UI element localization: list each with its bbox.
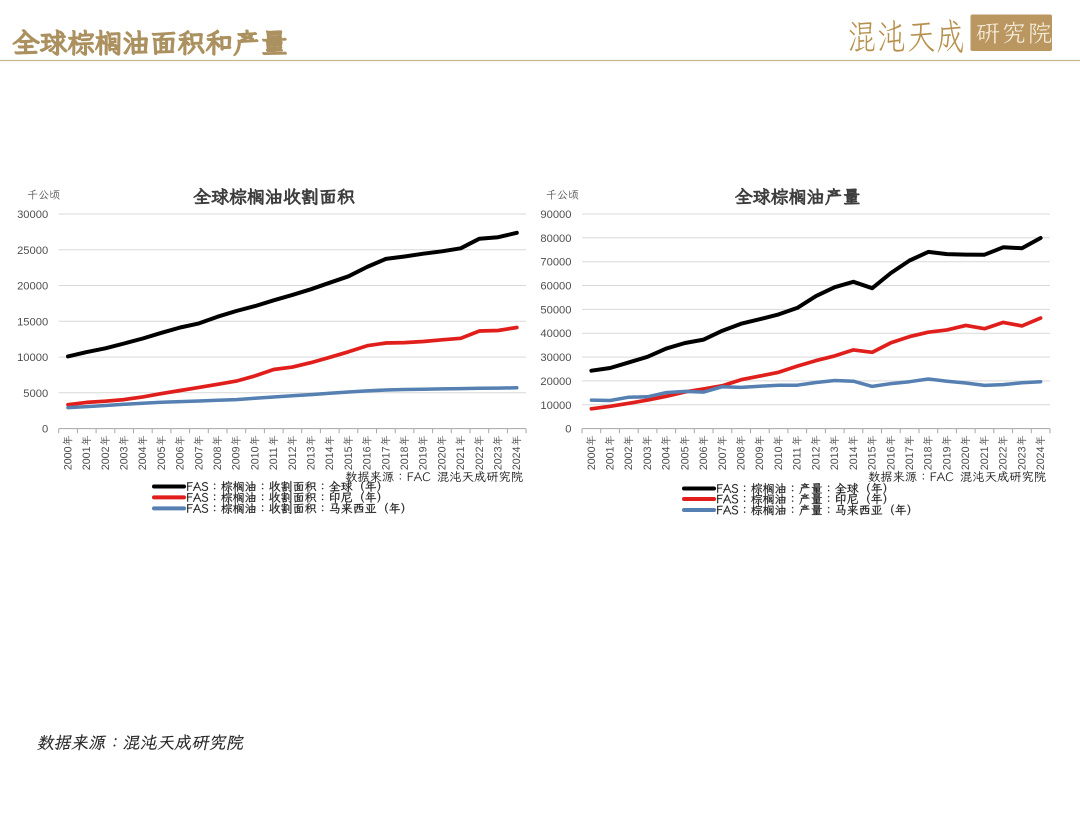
svg-text:2008: 2008 xyxy=(736,446,748,470)
svg-text:2013: 2013 xyxy=(306,446,318,470)
svg-text:2010: 2010 xyxy=(773,446,785,470)
svg-text:50000: 50000 xyxy=(540,304,571,316)
svg-text:80000: 80000 xyxy=(540,233,571,245)
svg-text:20000: 20000 xyxy=(540,376,571,388)
svg-text:0: 0 xyxy=(565,424,571,436)
svg-text:2005: 2005 xyxy=(679,446,691,470)
svg-text:2007: 2007 xyxy=(717,446,729,470)
svg-text:20000: 20000 xyxy=(17,281,48,293)
svg-text:25000: 25000 xyxy=(17,245,48,257)
svg-text:2020: 2020 xyxy=(436,446,448,470)
svg-text:70000: 70000 xyxy=(540,257,571,269)
svg-text:2012: 2012 xyxy=(287,446,299,470)
svg-text:2007: 2007 xyxy=(193,446,205,470)
svg-text:2005: 2005 xyxy=(156,446,168,470)
svg-text:2018: 2018 xyxy=(399,446,411,470)
svg-text:40000: 40000 xyxy=(540,328,571,340)
svg-text:2008: 2008 xyxy=(212,446,224,470)
svg-text:2015: 2015 xyxy=(867,446,879,470)
svg-text:2011: 2011 xyxy=(792,447,804,470)
svg-text:0: 0 xyxy=(42,424,48,436)
svg-text:2003: 2003 xyxy=(642,446,654,470)
svg-text:2018: 2018 xyxy=(923,446,935,470)
svg-text:5000: 5000 xyxy=(23,388,48,400)
svg-text:10000: 10000 xyxy=(540,400,571,412)
svg-text:2001: 2001 xyxy=(605,446,617,470)
svg-text:2000: 2000 xyxy=(586,446,598,470)
svg-text:2022: 2022 xyxy=(998,446,1010,470)
svg-text:90000: 90000 xyxy=(540,209,571,221)
svg-text:2006: 2006 xyxy=(175,446,187,470)
svg-text:15000: 15000 xyxy=(17,316,48,328)
svg-text:2023: 2023 xyxy=(493,446,505,470)
svg-text:2013: 2013 xyxy=(829,446,841,470)
svg-text:2004: 2004 xyxy=(661,446,673,470)
svg-text:2019: 2019 xyxy=(941,446,953,470)
svg-text:2011: 2011 xyxy=(268,447,280,470)
svg-text:2024: 2024 xyxy=(511,446,523,470)
svg-text:2016: 2016 xyxy=(362,446,374,470)
svg-text:2022: 2022 xyxy=(474,446,486,470)
svg-text:2020: 2020 xyxy=(960,446,972,470)
svg-text:2015: 2015 xyxy=(343,446,355,470)
svg-text:2014: 2014 xyxy=(848,446,860,470)
svg-text:2009: 2009 xyxy=(231,446,243,470)
svg-text:2004: 2004 xyxy=(137,446,149,470)
svg-text:2009: 2009 xyxy=(754,446,766,470)
svg-text:2023: 2023 xyxy=(1016,446,1028,470)
svg-text:2001: 2001 xyxy=(81,446,93,470)
svg-text:30000: 30000 xyxy=(540,352,571,364)
svg-text:2019: 2019 xyxy=(418,446,430,470)
svg-text:2021: 2021 xyxy=(979,446,991,470)
svg-text:2006: 2006 xyxy=(698,446,710,470)
svg-text:2010: 2010 xyxy=(249,446,261,470)
svg-text:2017: 2017 xyxy=(904,446,916,470)
svg-text:60000: 60000 xyxy=(540,281,571,293)
svg-text:2002: 2002 xyxy=(100,446,112,470)
svg-text:2017: 2017 xyxy=(380,446,392,470)
svg-text:2000: 2000 xyxy=(62,446,74,470)
svg-text:30000: 30000 xyxy=(17,209,48,221)
svg-text:2016: 2016 xyxy=(885,446,897,470)
svg-text:2024: 2024 xyxy=(1035,446,1047,470)
svg-text:10000: 10000 xyxy=(17,352,48,364)
svg-text:2021: 2021 xyxy=(455,446,467,470)
svg-text:2012: 2012 xyxy=(810,446,822,470)
svg-text:2014: 2014 xyxy=(324,446,336,470)
svg-text:2002: 2002 xyxy=(623,446,635,470)
svg-text:2003: 2003 xyxy=(119,446,131,470)
